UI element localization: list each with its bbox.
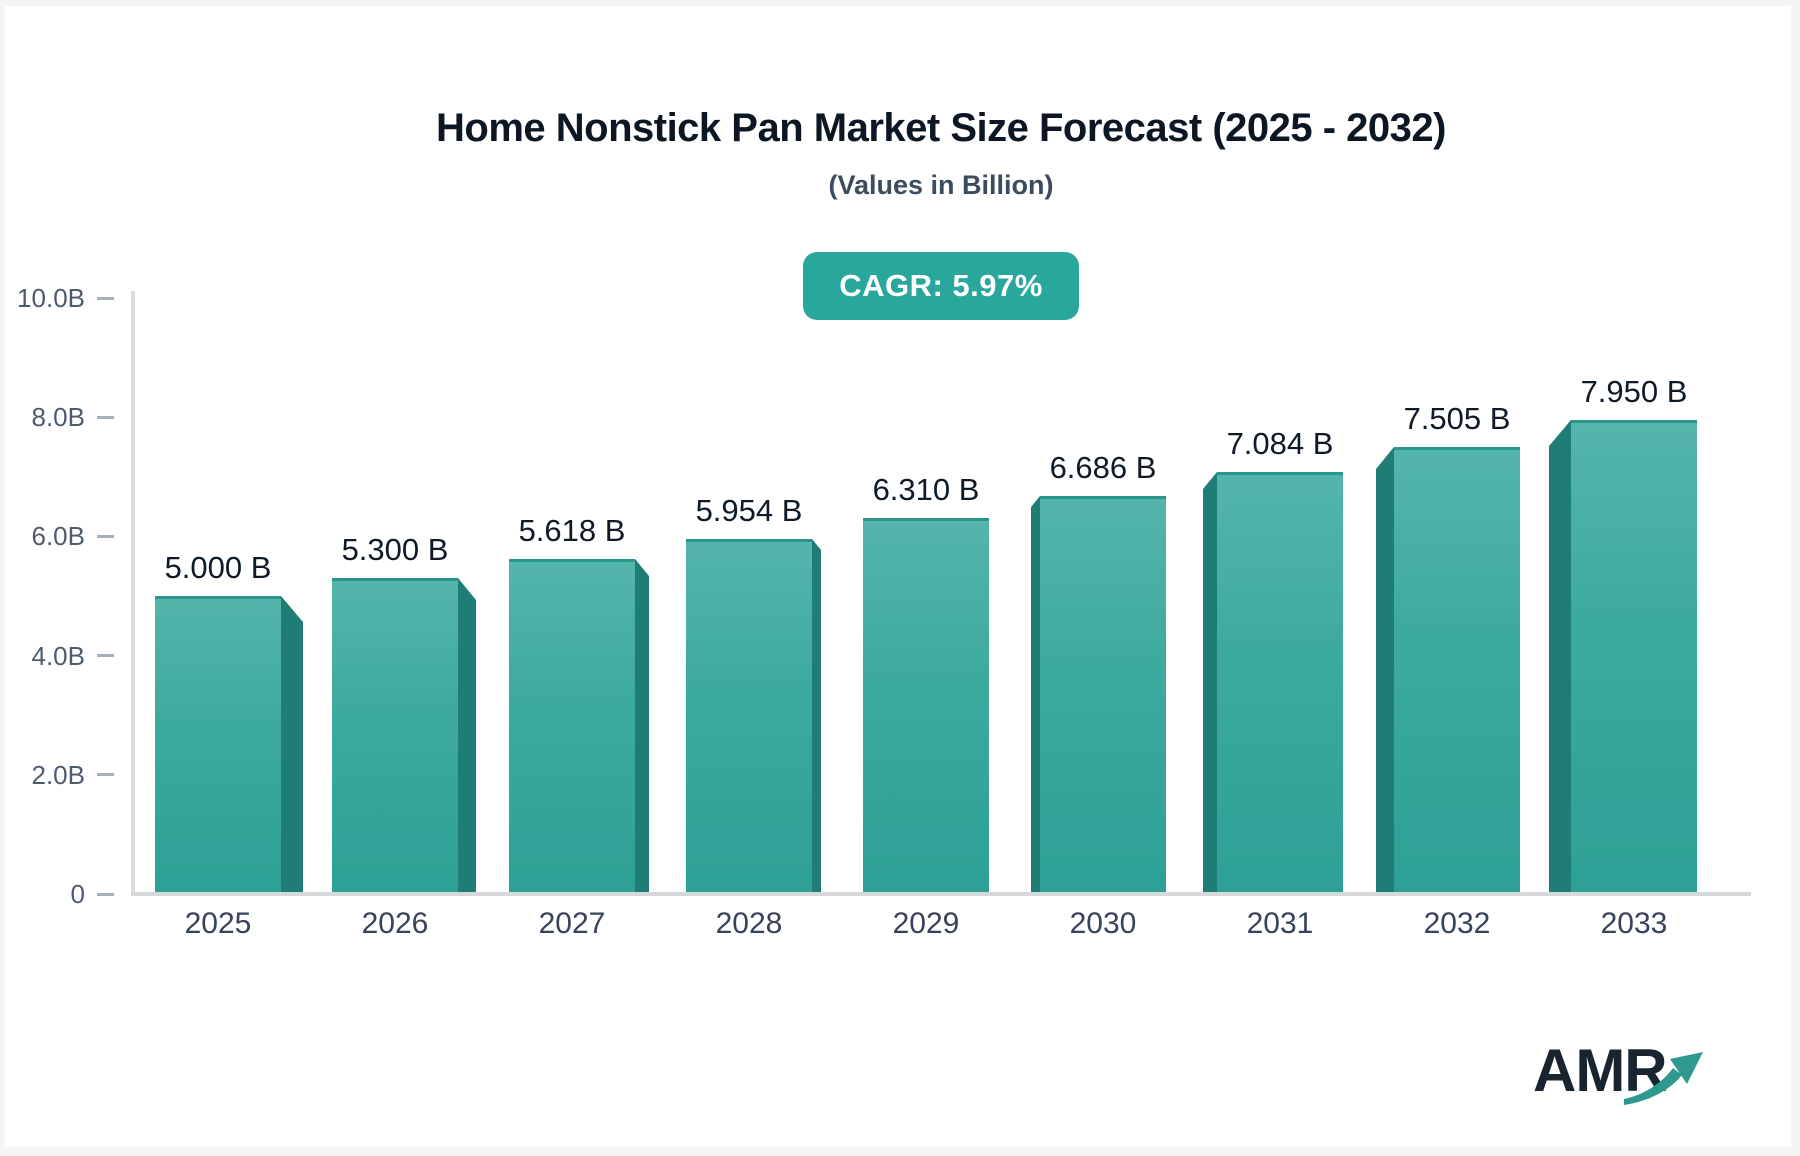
y-tick-label: 2.0B: [31, 759, 86, 790]
bar-2032: [1394, 447, 1520, 894]
bar-side-3d: [635, 559, 649, 894]
y-tick-mark: [97, 534, 114, 538]
bar-2033: [1571, 420, 1697, 894]
bar-side-3d: [1031, 496, 1040, 894]
x-tick-label-2029: 2029: [892, 907, 960, 940]
x-tick-label-2031: 2031: [1246, 907, 1314, 940]
bar-2027: [509, 559, 635, 894]
bar-side-3d: [458, 578, 476, 894]
y-tick-mark: [97, 415, 114, 419]
y-tick-mark: [97, 296, 114, 300]
chart-header: Home Nonstick Pan Market Size Forecast (…: [131, 104, 1751, 320]
bar-value-label: 5.000 B: [164, 550, 272, 585]
bar-2029: [863, 518, 989, 894]
bar-value-label: 7.950 B: [1580, 374, 1688, 409]
bar-2031: [1217, 472, 1343, 894]
bar-2026: [332, 578, 458, 894]
amr-logo-text: AMR: [1533, 1037, 1668, 1104]
y-tick-label: 10.0B: [17, 283, 85, 313]
chart-card: Home Nonstick Pan Market Size Forecast (…: [5, 6, 1791, 1147]
bar-2025: [155, 596, 281, 894]
chart-subtitle: (Values in Billion): [828, 170, 1054, 200]
y-tick-mark: [97, 654, 114, 658]
bar-value-label: 5.618 B: [518, 513, 626, 548]
bar-side-3d: [1376, 447, 1394, 894]
bar-value-label: 7.084 B: [1226, 426, 1334, 461]
x-axis-line: [131, 892, 1751, 896]
bar-side-3d: [812, 539, 821, 894]
bar-2030: [1040, 496, 1166, 894]
x-tick-label-2032: 2032: [1423, 907, 1491, 940]
y-tick-label: 8.0B: [31, 402, 86, 433]
x-tick-label-2027: 2027: [538, 907, 606, 940]
y-tick-label: 4.0B: [31, 640, 86, 671]
y-tick-label: 6.0B: [31, 521, 86, 552]
cagr-badge: CAGR: 5.97%: [803, 252, 1079, 320]
bar-value-label: 7.505 B: [1403, 401, 1511, 436]
x-tick-label-2030: 2030: [1069, 907, 1137, 940]
bar-value-label: 6.310 B: [872, 472, 980, 507]
amr-logo: AMR: [1533, 1040, 1733, 1112]
bar-side-3d: [281, 596, 303, 894]
growth-arrow-icon: [1624, 1052, 1703, 1105]
y-tick-mark: [97, 892, 114, 896]
bar-value-label: 5.300 B: [341, 532, 449, 567]
chart-title: Home Nonstick Pan Market Size Forecast (…: [436, 106, 1446, 150]
x-tick-label-2026: 2026: [361, 907, 429, 940]
y-tick-mark: [97, 773, 114, 777]
bar-value-label: 6.686 B: [1049, 450, 1157, 485]
x-tick-label-2033: 2033: [1600, 907, 1668, 940]
bar-side-3d: [1549, 420, 1571, 894]
bar-2028: [686, 539, 812, 894]
bar-side-3d: [1203, 472, 1217, 894]
y-tick-label: 0: [70, 879, 85, 909]
x-tick-label-2025: 2025: [184, 907, 252, 940]
y-axis-line: [131, 291, 135, 894]
bar-value-label: 5.954 B: [695, 493, 803, 528]
x-tick-label-2028: 2028: [715, 907, 783, 940]
